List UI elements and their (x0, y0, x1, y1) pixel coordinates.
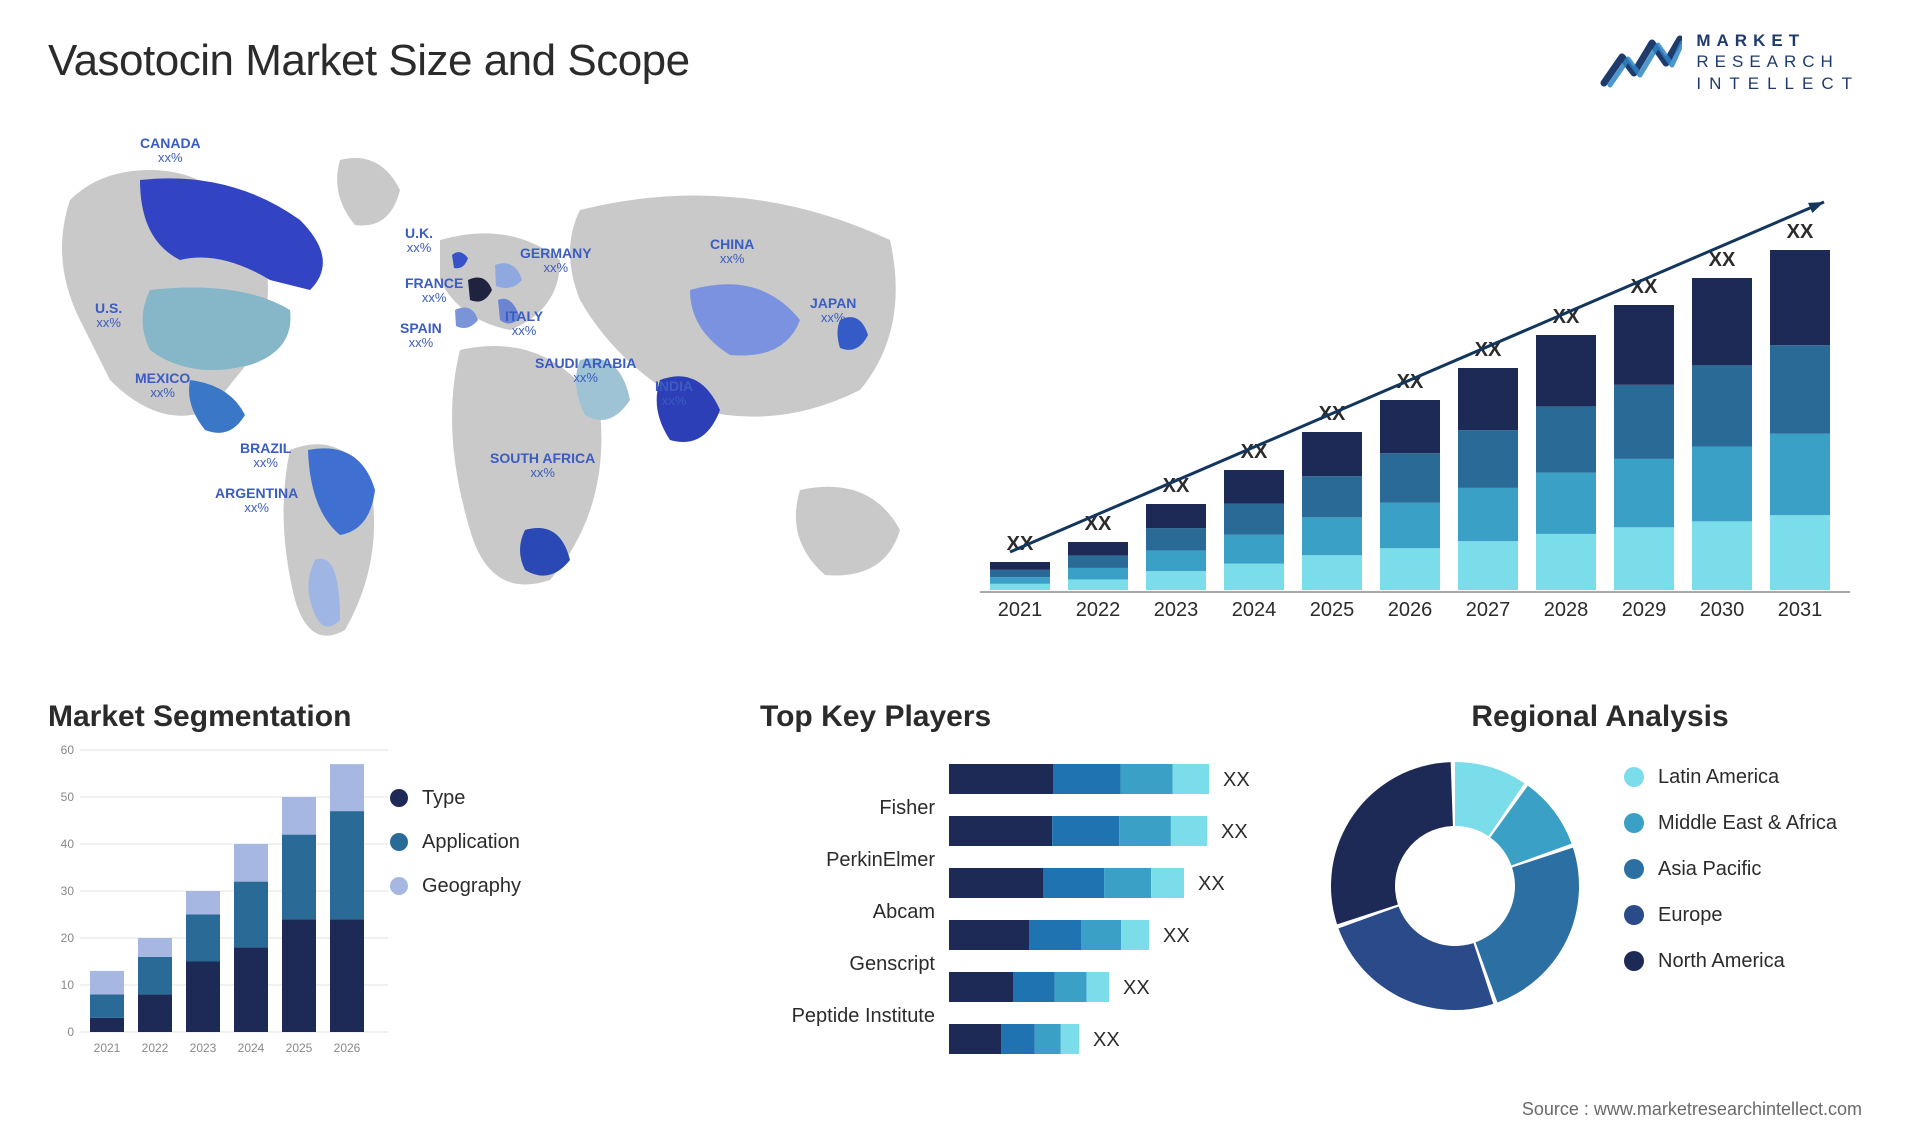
svg-text:30: 30 (61, 884, 75, 898)
segmentation-chart: 0 10 20 30 40 50 60 2021 2022 2023 2024 2025 2026 (48, 740, 388, 1060)
svg-text:2026: 2026 (1388, 599, 1433, 621)
map-label-canada: CANADAxx% (140, 135, 201, 166)
svg-text:2028: 2028 (1544, 599, 1589, 621)
svg-text:2024: 2024 (1232, 599, 1277, 621)
regional-legend: Latin AmericaMiddle East & AfricaAsia Pa… (1624, 746, 1837, 984)
svg-text:XX: XX (1709, 249, 1736, 271)
kp-label: Fisher (760, 782, 935, 834)
svg-text:2023: 2023 (1154, 599, 1199, 621)
svg-text:2023: 2023 (190, 1041, 217, 1055)
seg-legend-item: Geography (390, 864, 521, 908)
page-title: Vasotocin Market Size and Scope (48, 36, 690, 86)
svg-text:XX: XX (1085, 513, 1112, 535)
key-players-bars: XX XX XX XX XX XX (949, 754, 1280, 1099)
brand-logo: MARKET RESEARCH INTELLECT (1600, 30, 1860, 94)
world-map: CANADAxx% U.S.xx% MEXICOxx% BRAZILxx% ARGENT… (40, 130, 940, 660)
map-label-south-africa: SOUTH AFRICAxx% (490, 450, 595, 481)
regional-section: Regional Analysis Latin AmericaMiddle Ea… (1320, 700, 1880, 1016)
map-label-france: FRANCExx% (405, 275, 463, 306)
svg-text:0: 0 (67, 1025, 74, 1039)
svg-text:2025: 2025 (1310, 599, 1355, 621)
svg-text:2024: 2024 (238, 1041, 265, 1055)
map-label-india: INDIAxx% (655, 378, 693, 409)
map-label-china: CHINAxx% (710, 236, 754, 267)
svg-text:2022: 2022 (1076, 599, 1121, 621)
svg-text:2022: 2022 (142, 1041, 169, 1055)
map-label-italy: ITALYxx% (505, 308, 543, 339)
logo-line1: MARKET (1696, 30, 1860, 51)
growth-chart-svg: 2021XX2022XX2023XX2024XX2025XX2026XX2027… (980, 150, 1860, 650)
seg-legend-item: Type (390, 776, 521, 820)
regional-legend-item: Middle East & Africa (1624, 800, 1837, 846)
logo-line3: INTELLECT (1696, 73, 1860, 94)
svg-text:2027: 2027 (1466, 599, 1511, 621)
regional-title: Regional Analysis (1320, 700, 1880, 734)
market-growth-chart: 2021XX2022XX2023XX2024XX2025XX2026XX2027… (980, 150, 1860, 650)
segmentation-title: Market Segmentation (48, 700, 588, 734)
svg-text:20: 20 (61, 931, 75, 945)
kp-label: Peptide Institute (760, 990, 935, 1042)
map-label-mexico: MEXICOxx% (135, 370, 190, 401)
svg-text:XX: XX (1198, 873, 1225, 895)
logo-text: MARKET RESEARCH INTELLECT (1696, 30, 1860, 94)
map-label-brazil: BRAZILxx% (240, 440, 291, 471)
svg-text:XX: XX (1223, 769, 1250, 791)
key-players-title: Top Key Players (760, 700, 1280, 734)
logo-mark-icon (1600, 33, 1682, 91)
svg-text:XX: XX (1163, 925, 1190, 947)
map-label-spain: SPAINxx% (400, 320, 442, 351)
svg-text:2029: 2029 (1622, 599, 1667, 621)
regional-legend-item: Asia Pacific (1624, 846, 1837, 892)
svg-text:60: 60 (61, 743, 75, 757)
source-text: Source : www.marketresearchintellect.com (1522, 1099, 1862, 1120)
map-label-argentina: ARGENTINAxx% (215, 485, 298, 516)
map-label-saudi-arabia: SAUDI ARABIAxx% (535, 355, 636, 386)
svg-text:XX: XX (1787, 221, 1814, 243)
svg-text:10: 10 (61, 978, 75, 992)
svg-text:2026: 2026 (334, 1041, 361, 1055)
kp-label: Genscript (760, 938, 935, 990)
svg-text:2025: 2025 (286, 1041, 313, 1055)
svg-text:XX: XX (1221, 821, 1248, 843)
svg-text:50: 50 (61, 790, 75, 804)
kp-label: PerkinElmer (760, 834, 935, 886)
svg-text:XX: XX (1123, 977, 1150, 999)
kp-label: Abcam (760, 886, 935, 938)
regional-legend-item: North America (1624, 938, 1837, 984)
map-label-u-s-: U.S.xx% (95, 300, 122, 331)
map-label-japan: JAPANxx% (810, 295, 856, 326)
regional-donut (1320, 746, 1590, 1016)
map-label-u-k-: U.K.xx% (405, 225, 433, 256)
svg-text:2021: 2021 (998, 599, 1043, 621)
seg-legend-item: Application (390, 820, 521, 864)
regional-legend-item: Latin America (1624, 754, 1837, 800)
key-players-labels: FisherPerkinElmerAbcamGenscriptPeptide I… (760, 754, 935, 1099)
svg-text:2021: 2021 (94, 1041, 121, 1055)
svg-text:40: 40 (61, 837, 75, 851)
segmentation-legend: TypeApplicationGeography (390, 776, 521, 908)
regional-legend-item: Europe (1624, 892, 1837, 938)
key-players-section: Top Key Players FisherPerkinElmerAbcamGe… (760, 700, 1280, 1099)
svg-text:XX: XX (1093, 1029, 1120, 1051)
svg-text:2030: 2030 (1700, 599, 1745, 621)
map-label-germany: GERMANYxx% (520, 245, 592, 276)
svg-text:2031: 2031 (1778, 599, 1823, 621)
logo-line2: RESEARCH (1696, 51, 1860, 72)
